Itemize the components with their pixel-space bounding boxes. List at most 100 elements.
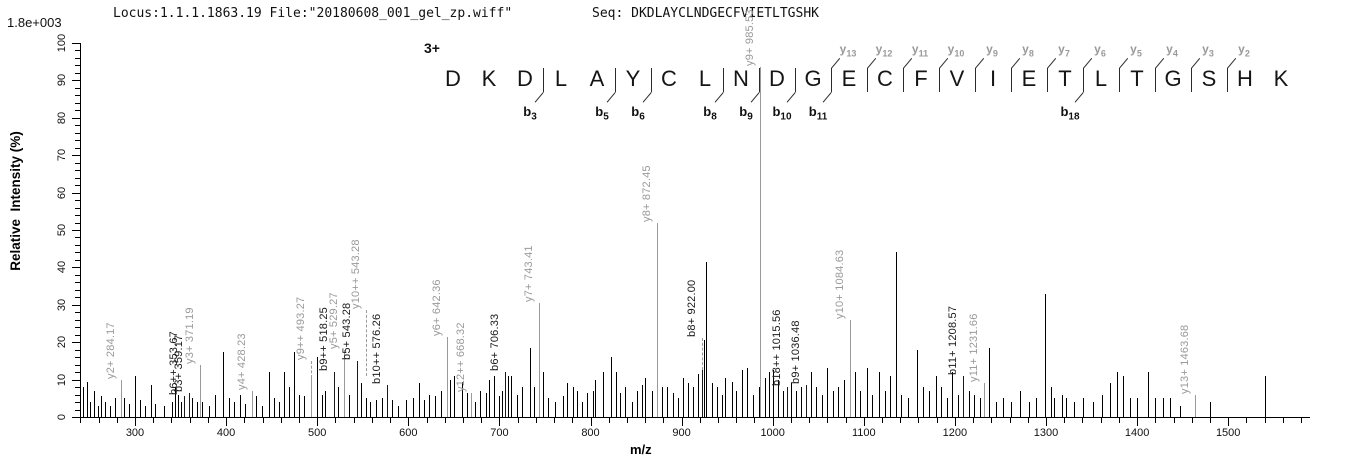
peak xyxy=(498,396,500,417)
peak xyxy=(704,340,706,417)
peak xyxy=(652,390,654,417)
peak xyxy=(573,387,575,417)
cleavage-bar xyxy=(1191,68,1192,92)
peak xyxy=(365,398,367,417)
peak xyxy=(843,379,845,417)
peak xyxy=(172,402,174,417)
peak xyxy=(721,394,723,417)
y-ion-label-y5: y5 xyxy=(1130,42,1142,59)
peak xyxy=(1101,394,1103,417)
x-major-tick xyxy=(863,418,865,426)
peak xyxy=(450,379,452,417)
residue-S-22: S xyxy=(1201,66,1217,91)
y-tick-label: 90 xyxy=(56,74,68,87)
peak xyxy=(1210,402,1211,417)
b-ion-diagonal xyxy=(642,92,652,103)
peak xyxy=(706,261,708,417)
x-minor-tick xyxy=(1282,418,1284,423)
peak xyxy=(192,398,194,417)
y-major-tick xyxy=(72,43,80,44)
y-major-tick xyxy=(72,417,80,418)
label-leader-line xyxy=(365,310,367,376)
b-ion-diagonal xyxy=(714,92,724,103)
peak xyxy=(434,396,436,417)
cleavage-bar xyxy=(867,68,868,92)
peak xyxy=(423,400,425,417)
peak xyxy=(1155,398,1157,417)
residue-G-11: G xyxy=(804,66,822,91)
peak xyxy=(1264,375,1266,417)
b-ion-diagonal xyxy=(750,92,760,103)
peak xyxy=(854,372,856,417)
peak xyxy=(884,390,886,417)
x-major-tick xyxy=(954,418,956,426)
peak-y8+ xyxy=(656,222,658,417)
peak xyxy=(128,403,130,417)
peak xyxy=(273,398,275,417)
peak-label-y6+: y6+ 642.36 xyxy=(430,278,443,336)
y-ion-label-y9: y9 xyxy=(986,42,998,59)
peak xyxy=(349,394,351,417)
peak-b6++ xyxy=(183,396,185,417)
peak-y4+ xyxy=(251,390,253,417)
peak xyxy=(616,372,617,417)
x-minor-tick xyxy=(171,418,173,423)
x-major-tick xyxy=(590,418,592,426)
x-minor-tick xyxy=(608,418,610,423)
x-minor-tick xyxy=(718,418,720,423)
peak-y6+ xyxy=(446,336,448,417)
peak xyxy=(968,390,970,417)
peak xyxy=(1083,398,1085,417)
x-minor-tick xyxy=(754,418,756,423)
peak xyxy=(555,402,556,417)
peak xyxy=(145,405,146,417)
y-major-tick xyxy=(72,304,80,306)
peak-y12++ xyxy=(470,392,472,417)
peak xyxy=(576,390,578,417)
x-minor-tick xyxy=(991,418,993,423)
peak xyxy=(736,390,738,417)
y-minor-tick xyxy=(75,282,80,284)
x-minor-tick xyxy=(298,418,300,423)
x-tick-label: 1100 xyxy=(851,427,876,439)
peak xyxy=(593,390,595,417)
x-minor-tick xyxy=(1191,418,1193,423)
b-ion-label-b6: b6 xyxy=(631,104,645,123)
y-tick-label: 100 xyxy=(56,33,68,53)
peak xyxy=(872,394,873,417)
peak xyxy=(256,396,258,417)
x-minor-tick xyxy=(1264,418,1266,423)
y-minor-tick xyxy=(75,87,80,89)
x-tick-label: 400 xyxy=(216,427,236,439)
b-ion-diagonal xyxy=(606,92,616,103)
peak xyxy=(692,387,694,417)
peak-y9++ xyxy=(311,377,313,417)
peak-label-b8+: b8+ 922.00 xyxy=(685,280,698,338)
peak xyxy=(688,383,689,417)
y-minor-tick xyxy=(75,207,80,209)
peak xyxy=(832,390,834,417)
y-minor-tick xyxy=(75,297,80,299)
residue-K-24: K xyxy=(1273,66,1289,91)
peak xyxy=(625,387,627,417)
peak xyxy=(610,357,612,417)
peak xyxy=(769,372,771,417)
y-major-tick xyxy=(72,342,80,344)
residue-F-14: F xyxy=(914,66,928,91)
y-minor-tick xyxy=(75,364,80,366)
x-minor-tick xyxy=(1027,418,1029,423)
x-minor-tick xyxy=(189,418,191,423)
residue-N-9: N xyxy=(733,66,749,91)
peak-label-y9++: y9++ 493.27 xyxy=(295,296,308,360)
peak xyxy=(1010,402,1012,417)
peak xyxy=(94,390,95,417)
x-major-tick xyxy=(1137,418,1139,426)
peak xyxy=(711,383,713,417)
peak xyxy=(502,390,504,417)
peak-label-y11+: y11+ 1231.66 xyxy=(967,313,980,383)
peak xyxy=(196,402,198,417)
peak xyxy=(952,372,954,417)
residue-Y-6: Y xyxy=(625,66,641,91)
peak xyxy=(507,375,509,417)
y-major-tick xyxy=(72,192,80,194)
